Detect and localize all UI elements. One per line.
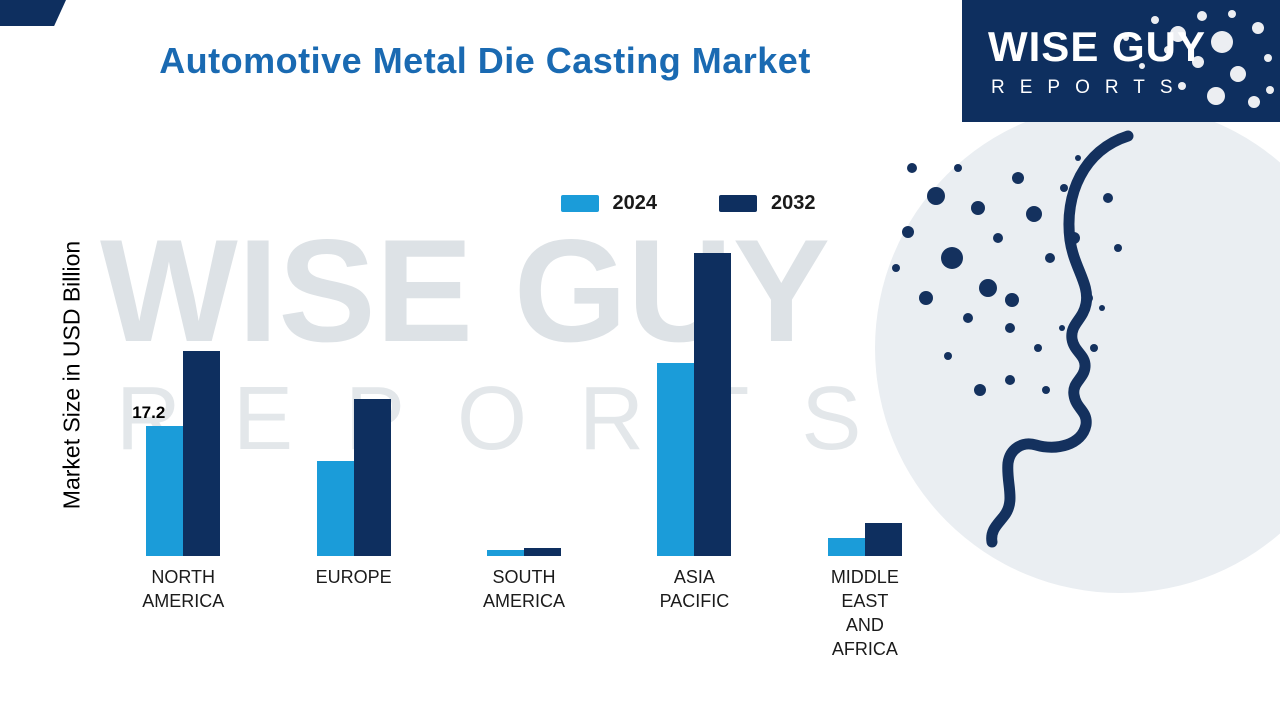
brand-logo-subtext: REPORTS [991, 77, 1188, 98]
category-labels: NORTH AMERICA EUROPE SOUTH AMERICA ASIA PAC… [98, 566, 950, 662]
bar-group [268, 238, 438, 556]
bar-group [609, 238, 779, 556]
page-title: Automotive Metal Die Casting Market [159, 40, 811, 81]
legend-item-2032: 2032 [719, 192, 816, 215]
corner-accent [0, 0, 66, 26]
bar-2032-south-america [524, 547, 562, 556]
legend-swatch-2024 [560, 195, 599, 212]
bar-2024-middle-east-and-africa [827, 537, 865, 556]
bar-group: 17.2 [98, 238, 268, 556]
bar-2032-north-america [183, 350, 221, 556]
legend-label-2024: 2024 [612, 192, 658, 214]
bar-2024-north-america: 17.2 [132, 403, 184, 556]
category-label: ASIA PACIFIC [659, 567, 730, 611]
bar-2032-middle-east-and-africa [864, 523, 902, 556]
legend-swatch-2032 [719, 195, 757, 212]
category-label: EUROPE [315, 567, 392, 587]
legend-item-2024: 2024 [560, 192, 658, 215]
brand-block: WISE GUY REPORTS [962, 0, 1280, 122]
brand-logo-text: WISE GUY [988, 23, 1207, 70]
bar-2024-asia-pacific [657, 362, 695, 556]
plot-area: 17.2 [98, 238, 950, 556]
bar-2032-asia-pacific [694, 253, 732, 556]
bar-value-label: 17.2 [132, 402, 166, 422]
watermark-line2: REPORTS [116, 369, 914, 469]
y-axis-label: Market Size in USD Billion [58, 240, 85, 510]
legend-label-2032: 2032 [771, 192, 816, 214]
category-label: MIDDLE EAST AND AFRICA [830, 567, 899, 659]
legend: 2024 2032 [396, 192, 980, 215]
bar-group [439, 238, 609, 556]
bar-2024-south-america [487, 549, 525, 556]
category-label: SOUTH AMERICA [483, 567, 566, 611]
category-label: NORTH AMERICA [142, 567, 225, 611]
bar-2024-europe [316, 460, 354, 556]
bar-group [780, 238, 950, 556]
bar-2032-europe [353, 398, 391, 556]
